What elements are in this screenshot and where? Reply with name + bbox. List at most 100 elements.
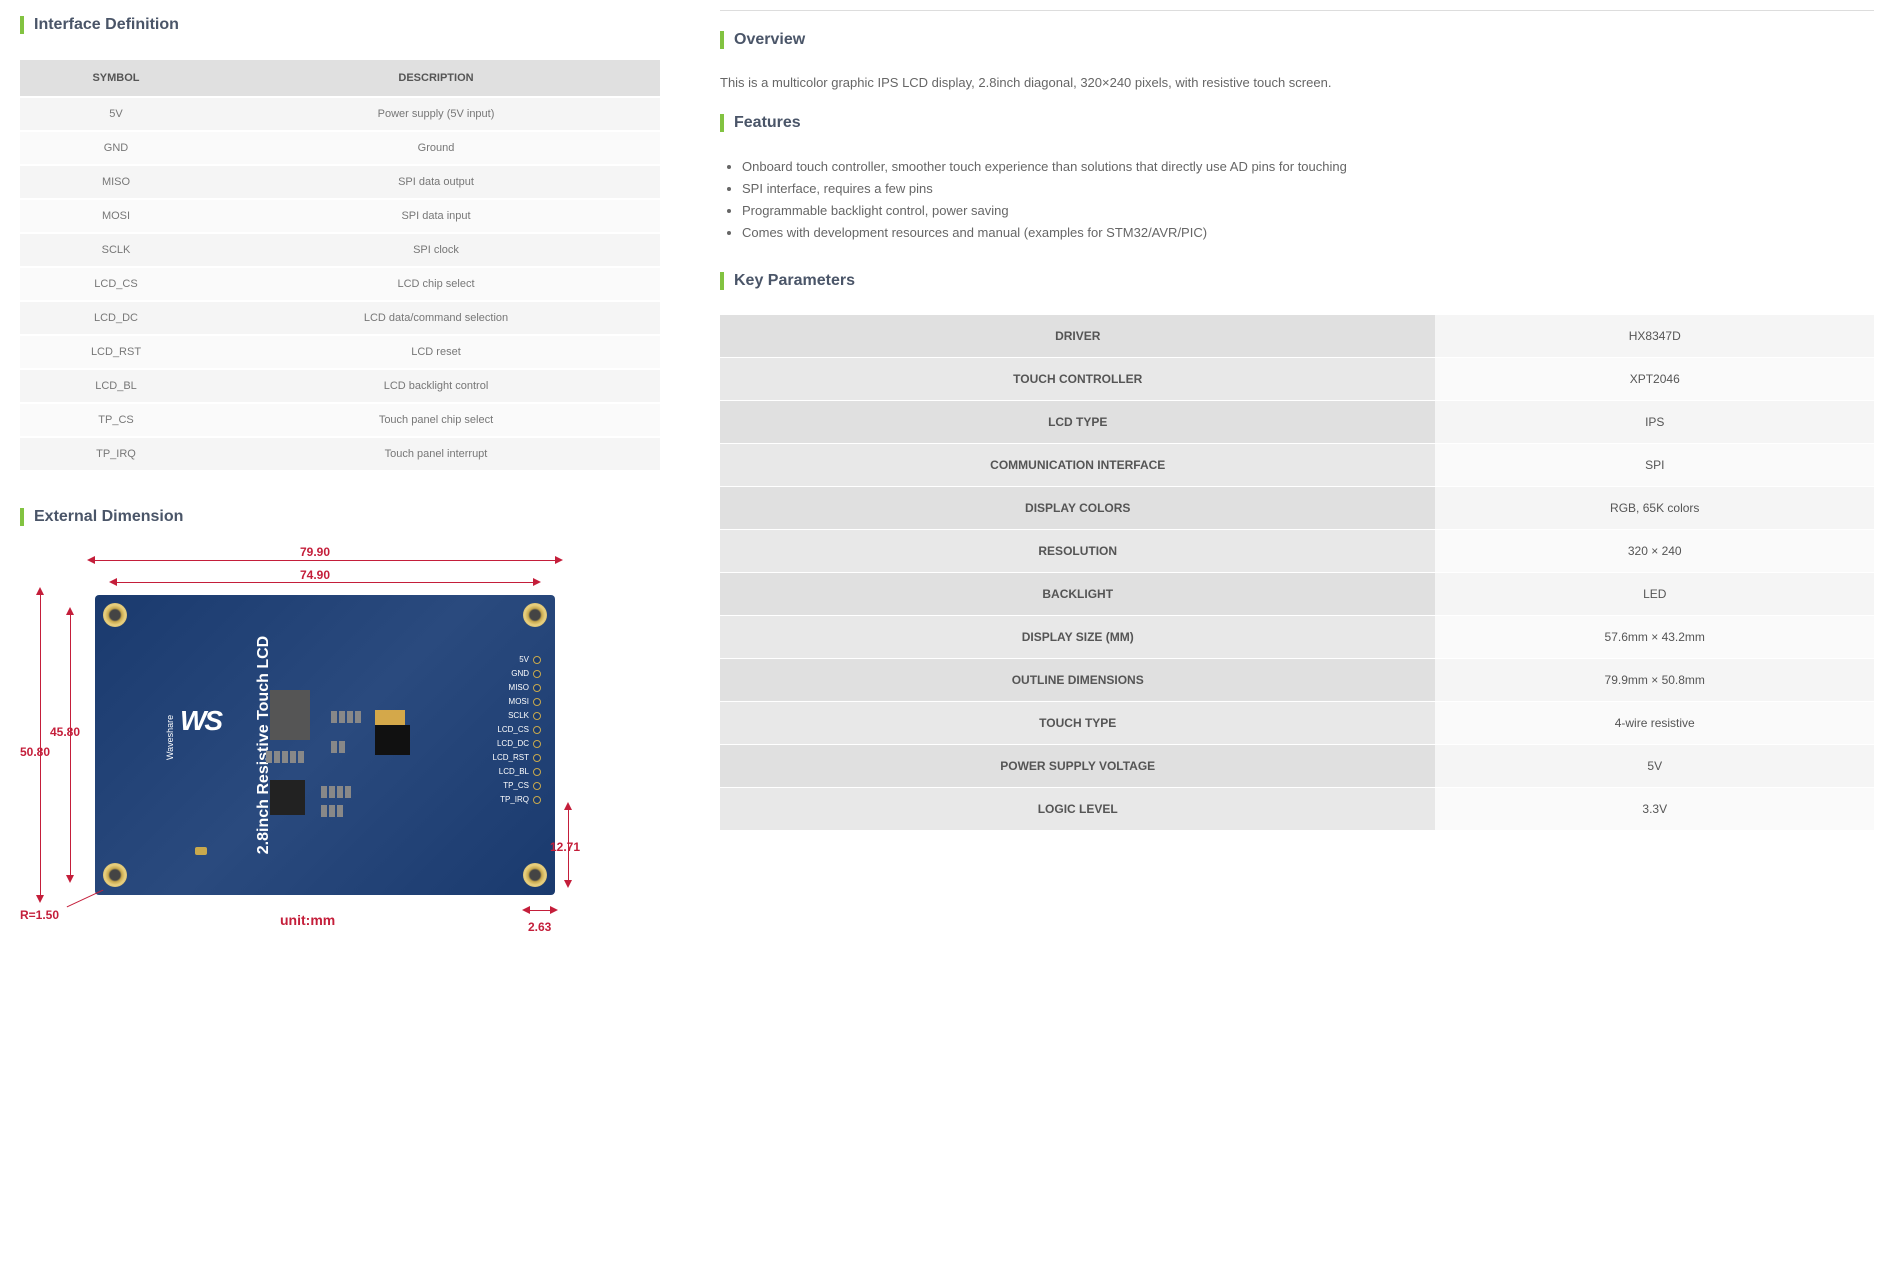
table-row: MOSISPI data input xyxy=(20,200,660,232)
table-row: POWER SUPPLY VOLTAGE5V xyxy=(720,745,1874,787)
table-row: DRIVERHX8347D xyxy=(720,315,1874,357)
table-row: TP_IRQTouch panel interrupt xyxy=(20,438,660,470)
table-header-row: SYMBOL DESCRIPTION xyxy=(20,60,660,96)
pin-row: LCD_BL xyxy=(493,765,541,779)
table-cell: LCD backlight control xyxy=(212,370,660,402)
table-cell: LED xyxy=(1435,573,1874,615)
table-cell: DISPLAY COLORS xyxy=(720,487,1435,529)
pin-label: MISO xyxy=(509,681,529,695)
page-container: Interface Definition SYMBOL DESCRIPTION … xyxy=(20,10,1874,950)
table-cell: TP_CS xyxy=(20,404,212,436)
pin-row: TP_IRQ xyxy=(493,793,541,807)
pin-row: LCD_DC xyxy=(493,737,541,751)
smd-group-icon xyxy=(265,750,305,769)
table-row: RESOLUTION320 × 240 xyxy=(720,530,1874,572)
table-cell: SPI data input xyxy=(212,200,660,232)
table-cell: 5V xyxy=(1435,745,1874,787)
dim-arrow-pin-x xyxy=(530,910,550,911)
mounting-hole-icon xyxy=(523,603,547,627)
table-row: TP_CSTouch panel chip select xyxy=(20,404,660,436)
pin-hole-icon xyxy=(533,684,541,692)
brand-logo-text: WS xyxy=(180,705,221,737)
table-row: COMMUNICATION INTERFACESPI xyxy=(720,444,1874,486)
table-row: LCD_BLLCD backlight control xyxy=(20,370,660,402)
table-cell: 3.3V xyxy=(1435,788,1874,830)
pin-row: LCD_RST xyxy=(493,751,541,765)
table-cell: TOUCH CONTROLLER xyxy=(720,358,1435,400)
list-item: SPI interface, requires a few pins xyxy=(742,178,1874,200)
pin-row: MISO xyxy=(493,681,541,695)
features-heading: Features xyxy=(720,114,1874,132)
table-cell: LOGIC LEVEL xyxy=(720,788,1435,830)
table-row: LCD_DCLCD data/command selection xyxy=(20,302,660,334)
table-row: DISPLAY SIZE (MM)57.6mm × 43.2mm xyxy=(720,616,1874,658)
table-cell: 4-wire resistive xyxy=(1435,702,1874,744)
list-item: Comes with development resources and man… xyxy=(742,222,1874,244)
table-cell: LCD_DC xyxy=(20,302,212,334)
pin-label: GND xyxy=(511,667,529,681)
table-cell: LCD_CS xyxy=(20,268,212,300)
pin-label: LCD_CS xyxy=(497,723,529,737)
dim-arrow-inner-height xyxy=(70,615,71,875)
table-cell: LCD reset xyxy=(212,336,660,368)
table-cell: 5V xyxy=(20,98,212,130)
chip-icon xyxy=(270,690,310,740)
table-row: 5VPower supply (5V input) xyxy=(20,98,660,130)
table-cell: 57.6mm × 43.2mm xyxy=(1435,616,1874,658)
table-row: DISPLAY COLORSRGB, 65K colors xyxy=(720,487,1874,529)
pin-hole-icon xyxy=(533,670,541,678)
chip-icon xyxy=(375,725,410,755)
mounting-hole-icon xyxy=(103,863,127,887)
table-cell: GND xyxy=(20,132,212,164)
pin-label: LCD_DC xyxy=(497,737,529,751)
pin-row: SCLK xyxy=(493,709,541,723)
overview-heading: Overview xyxy=(720,31,1874,49)
dim-radius-line xyxy=(67,890,104,908)
pin-row: TP_CS xyxy=(493,779,541,793)
table-cell: Touch panel interrupt xyxy=(212,438,660,470)
table-row: LCD TYPEIPS xyxy=(720,401,1874,443)
overview-text: This is a multicolor graphic IPS LCD dis… xyxy=(720,73,1874,94)
table-cell: BACKLIGHT xyxy=(720,573,1435,615)
dim-pin-x: 2.63 xyxy=(528,920,551,934)
chip-icon xyxy=(270,780,305,815)
pin-row: LCD_CS xyxy=(493,723,541,737)
key-parameters-table: DRIVERHX8347DTOUCH CONTROLLERXPT2046LCD … xyxy=(720,314,1874,831)
table-cell: LCD chip select xyxy=(212,268,660,300)
interface-table: SYMBOL DESCRIPTION 5VPower supply (5V in… xyxy=(20,58,660,472)
left-column: Interface Definition SYMBOL DESCRIPTION … xyxy=(20,10,660,950)
dim-unit: unit:mm xyxy=(280,912,335,928)
pin-labels: 5VGNDMISOMOSISCLKLCD_CSLCD_DCLCD_RSTLCD_… xyxy=(493,653,541,807)
table-cell: Touch panel chip select xyxy=(212,404,660,436)
interface-definition-heading: Interface Definition xyxy=(20,16,660,34)
list-item: Onboard touch controller, smoother touch… xyxy=(742,156,1874,178)
table-row: LCD_CSLCD chip select xyxy=(20,268,660,300)
table-cell: OUTLINE DIMENSIONS xyxy=(720,659,1435,701)
list-item: Programmable backlight control, power sa… xyxy=(742,200,1874,222)
dim-inner-width: 74.90 xyxy=(300,568,330,582)
pin-label: 5V xyxy=(519,653,529,667)
pin-label: TP_CS xyxy=(503,779,529,793)
table-cell: COMMUNICATION INTERFACE xyxy=(720,444,1435,486)
table-cell: RESOLUTION xyxy=(720,530,1435,572)
table-cell: MISO xyxy=(20,166,212,198)
mounting-hole-icon xyxy=(103,603,127,627)
pin-label: LCD_BL xyxy=(499,765,529,779)
pin-hole-icon xyxy=(533,712,541,720)
pin-hole-icon xyxy=(533,782,541,790)
table-cell: Power supply (5V input) xyxy=(212,98,660,130)
dim-arrow-outer-width xyxy=(95,560,555,561)
dim-pin-y: 12.71 xyxy=(550,840,580,854)
smd-group-icon xyxy=(320,785,352,823)
pin-label: TP_IRQ xyxy=(500,793,529,807)
table-cell: LCD_RST xyxy=(20,336,212,368)
key-parameters-heading: Key Parameters xyxy=(720,272,1874,290)
pin-hole-icon xyxy=(533,698,541,706)
table-cell: TP_IRQ xyxy=(20,438,212,470)
pin-hole-icon xyxy=(533,656,541,664)
table-cell: LCD TYPE xyxy=(720,401,1435,443)
table-cell: HX8347D xyxy=(1435,315,1874,357)
mounting-hole-icon xyxy=(523,863,547,887)
smd-group-icon xyxy=(330,710,362,729)
pin-row: MOSI xyxy=(493,695,541,709)
